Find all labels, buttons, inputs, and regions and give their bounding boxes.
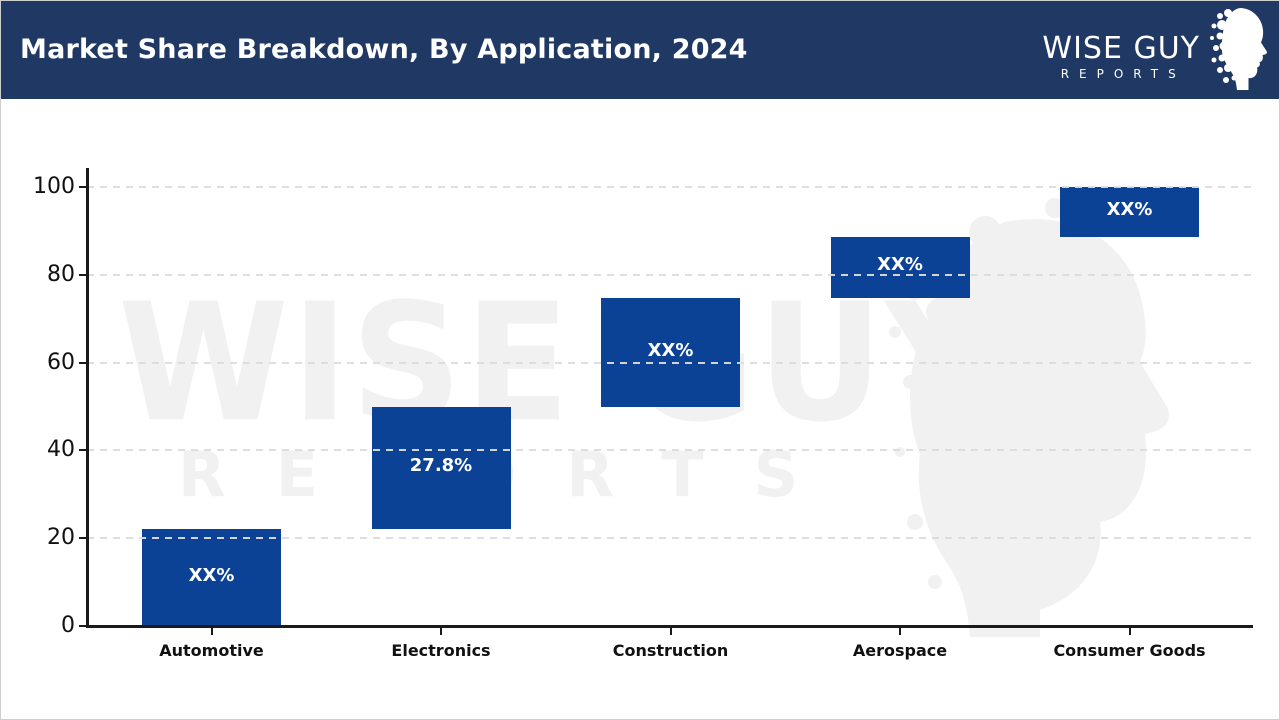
y-label-100: 100 <box>33 174 75 199</box>
y-tick-40 <box>79 449 87 452</box>
gridline-40 <box>87 449 1253 452</box>
x-label-automotive: Automotive <box>159 641 264 660</box>
bar-label-consumer-goods: XX% <box>1106 198 1153 220</box>
bar-label-construction: XX% <box>647 339 694 361</box>
x-label-electronics: Electronics <box>391 641 491 660</box>
gridline-100 <box>87 186 1253 188</box>
y-tick-60 <box>79 361 87 364</box>
bar-label-aerospace: XX% <box>877 254 923 276</box>
wiseguy-logo: WISE GUY REPORTS <box>1042 6 1270 96</box>
bar-label-electronics: 27.8% <box>409 455 473 477</box>
wiseguy-logo-text: WISE GUY REPORTS <box>1042 32 1200 81</box>
y-label-40: 40 <box>47 437 75 463</box>
bar-consumer-goods <box>1060 187 1199 237</box>
bar-label-automotive: XX% <box>188 564 235 586</box>
y-tick-20 <box>79 537 87 540</box>
y-tick-80 <box>79 273 87 276</box>
logo-reports-label: REPORTS <box>1060 66 1186 81</box>
bar-electronics <box>371 407 511 530</box>
y-axis <box>86 168 89 628</box>
x-tick-construction <box>669 628 672 635</box>
x-tick-automotive <box>210 628 213 635</box>
y-label-80: 80 <box>47 261 75 287</box>
x-label-consumer-goods: Consumer Goods <box>1053 641 1206 660</box>
x-tick-electronics <box>440 628 442 635</box>
logo-wiseguy-label: WISE GUY <box>1042 30 1200 66</box>
y-tick-100 <box>79 186 87 188</box>
x-label-construction: Construction <box>612 641 729 660</box>
y-tick-0 <box>79 625 87 627</box>
bar-automotive <box>142 529 281 626</box>
y-label-20: 20 <box>47 525 75 551</box>
x-tick-aerospace <box>899 628 901 635</box>
gridline-20 <box>87 537 1253 540</box>
y-label-0: 0 <box>61 613 75 638</box>
x-axis <box>86 625 1253 628</box>
bar-construction <box>601 297 740 408</box>
y-label-60: 60 <box>47 349 75 375</box>
gridline-80 <box>87 273 1253 276</box>
bar-aerospace <box>830 236 970 298</box>
x-tick-consumer-goods <box>1128 628 1131 635</box>
wiseguy-head-logo-icon <box>1208 6 1270 96</box>
x-label-aerospace: Aerospace <box>852 641 948 660</box>
page-title: Market Share Breakdown, By Application, … <box>20 34 748 65</box>
header-bar: Market Share Breakdown, By Application, … <box>0 0 1280 99</box>
gridline-60 <box>87 361 1253 364</box>
